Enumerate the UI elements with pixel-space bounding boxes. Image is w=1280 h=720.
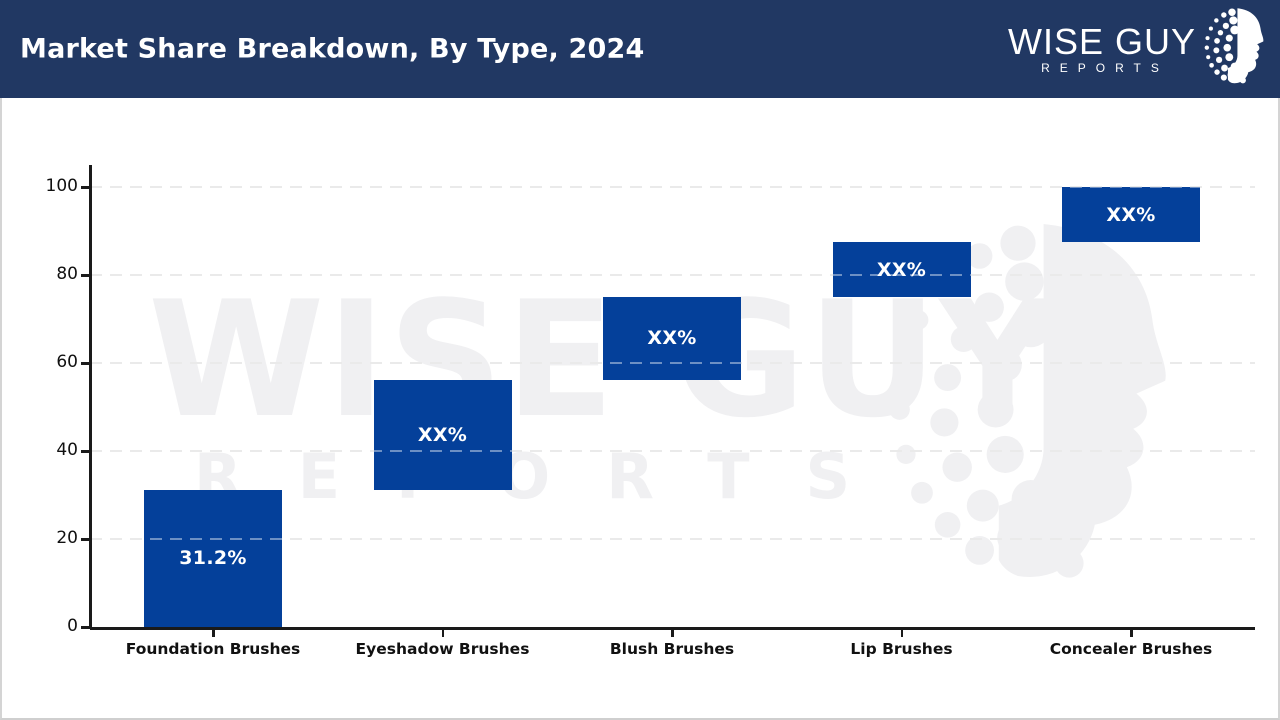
x-tick-mark [900,629,903,637]
x-tick-mark [1130,629,1133,637]
page-title: Market Share Breakdown, By Type, 2024 [20,33,645,65]
bar-value-label: XX% [417,423,468,446]
bar-eyeshadow-brushes: XX% [373,379,512,490]
gridline-overlay [90,186,1255,188]
plot: 0 20 40 60 80 100 31.2% XX% XX% XX% XX% Foundation … [2,98,1278,718]
y-axis-spine [89,165,92,629]
bar-value-label: XX% [1106,203,1156,226]
bar-value-label: 31.2% [179,547,247,570]
logo-subtitle: REPORTS [1041,61,1169,76]
x-tick-label: Concealer Brushes [1049,640,1213,658]
gridline [90,186,1255,188]
bar-lip-brushes: XX% [832,242,971,297]
bar-foundation-brushes: 31.2% [144,489,282,627]
x-tick-label: Blush Brushes [609,640,735,658]
y-tick-mark [81,538,90,541]
chart-area: WISE GUY REPORTS 0 20 40 60 80 100 31.2% XX% XX%… [0,98,1280,720]
gridline-overlay [90,274,1255,276]
logo-text: WISE GUY REPORTS [1007,20,1196,76]
header: Market Share Breakdown, By Type, 2024 WI… [0,0,1280,98]
x-tick-label: Foundation Brushes [125,640,301,658]
y-tick-mark [81,362,90,365]
x-tick-mark [441,629,444,637]
wiseguy-logo: WISE GUY REPORTS [1008,7,1266,91]
y-tick-label: 0 [67,616,78,636]
x-axis-spine [90,627,1255,630]
y-tick-label: 100 [45,176,78,196]
bar-value-label: XX% [876,258,927,281]
bar-value-label: XX% [647,327,697,350]
gridline [90,450,1255,452]
x-tick-mark [671,629,674,637]
bar-blush-brushes: XX% [603,297,741,380]
x-tick-mark [212,629,215,637]
x-tick-label: Lip Brushes [850,640,953,658]
x-tick-label: Eyeshadow Brushes [355,640,530,658]
logo-wordmark: WISE GUY [1007,20,1196,62]
y-tick-label: 40 [56,440,78,460]
bar-concealer-brushes: XX% [1062,187,1200,242]
gridline-overlay [90,538,1255,540]
y-tick-label: 20 [56,528,78,548]
y-tick-mark [81,450,90,453]
dotted-face-profile-icon [1204,8,1264,84]
gridline [90,274,1255,276]
y-tick-label: 80 [56,264,78,284]
y-tick-mark [81,186,90,189]
y-tick-mark [81,626,90,629]
gridline-overlay [90,450,1255,452]
gridline [90,538,1255,540]
gridline-overlay [90,362,1255,364]
y-tick-mark [81,274,90,277]
y-tick-label: 60 [56,352,78,372]
